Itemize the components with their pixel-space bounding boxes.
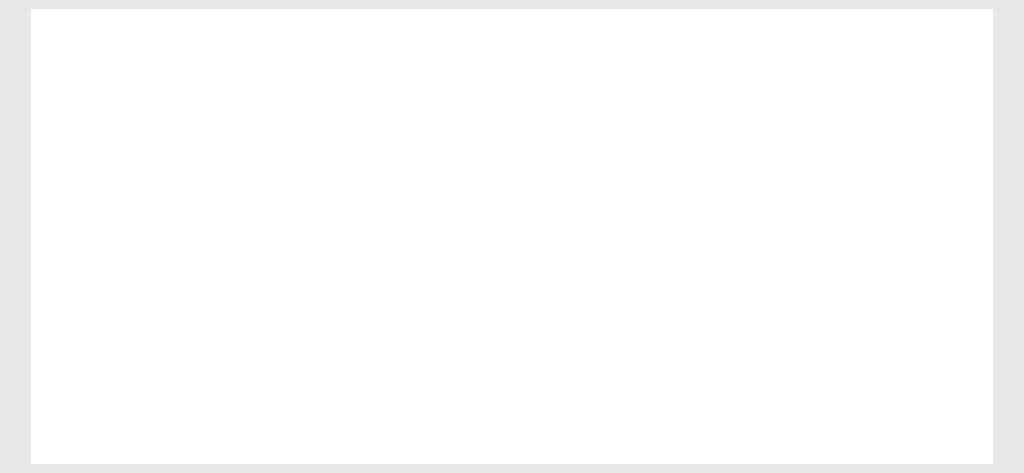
- Text: In the following reaction sequence, the major product: In the following reaction sequence, the …: [220, 119, 687, 137]
- Text: ii) Zn-Hg/HCl: ii) Zn-Hg/HCl: [524, 166, 610, 179]
- Text: JEE (Advanced) 2024: JEE (Advanced) 2024: [176, 88, 306, 101]
- Text: Glycerol reacts completely with excess: Glycerol reacts completely with excess: [176, 217, 505, 235]
- Text: Q: Q: [176, 243, 189, 262]
- Text: is formed.: is formed.: [568, 119, 657, 137]
- Text: P: P: [690, 176, 702, 194]
- Text: iii) H₃O⁺, Δ: iii) H₃O⁺, Δ: [524, 185, 595, 198]
- Text: with excess NaOH followed by the treatment with CaCl₂ yields Ca-soap: with excess NaOH followed by the treatme…: [233, 243, 833, 262]
- Text: Starting with one mole of: Starting with one mole of: [176, 270, 391, 288]
- Text: H: H: [299, 159, 311, 177]
- Text: Q.12: Q.12: [176, 119, 219, 137]
- Text: [Given, atomic weight: H = 1, C = 12, N = 14, O = 16, Na = 23, Cl = 35, Ca = 40]: [Given, atomic weight: H = 1, C = 12, N …: [176, 315, 803, 330]
- Text: Paper 1: Paper 1: [826, 88, 873, 101]
- Text: i) Hg²⁺, H₃O⁺: i) Hg²⁺, H₃O⁺: [524, 147, 609, 160]
- Text: P: P: [558, 119, 570, 137]
- Text: 15: 15: [366, 194, 379, 204]
- Text: CO₂Et: CO₂Et: [378, 176, 419, 191]
